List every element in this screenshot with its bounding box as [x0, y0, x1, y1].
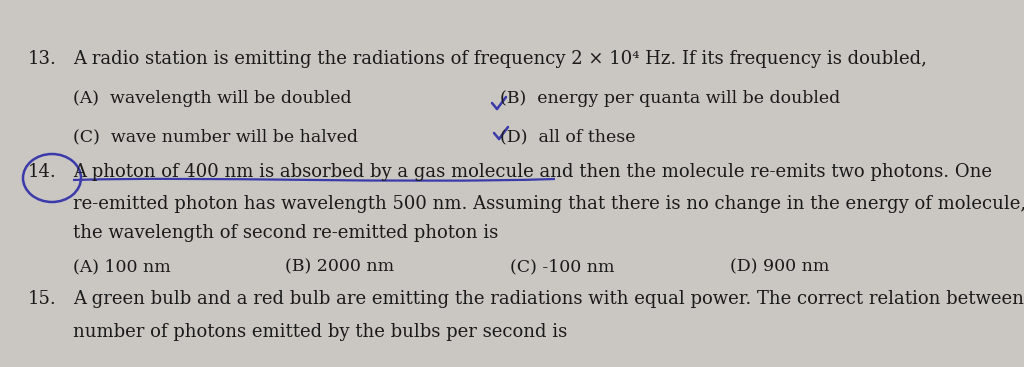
Text: 15.: 15.: [28, 290, 56, 308]
Text: A photon of 400 nm is absorbed by a gas molecule and then the molecule re-emits : A photon of 400 nm is absorbed by a gas …: [73, 163, 992, 181]
Text: (D) 900 nm: (D) 900 nm: [730, 258, 829, 275]
Text: (A)  wavelength will be doubled: (A) wavelength will be doubled: [73, 90, 351, 107]
Text: the wavelength of second re-emitted photon is: the wavelength of second re-emitted phot…: [73, 224, 499, 242]
Text: (A) 100 nm: (A) 100 nm: [73, 258, 171, 275]
Text: 14.: 14.: [28, 163, 56, 181]
Text: number of photons emitted by the bulbs per second is: number of photons emitted by the bulbs p…: [73, 323, 567, 341]
Text: re-emitted photon has wavelength 500 nm. Assuming that there is no change in the: re-emitted photon has wavelength 500 nm.…: [73, 195, 1024, 213]
Text: (C) -100 nm: (C) -100 nm: [510, 258, 614, 275]
Text: (B) 2000 nm: (B) 2000 nm: [285, 258, 394, 275]
Text: (D)  all of these: (D) all of these: [500, 128, 636, 145]
Text: 13.: 13.: [28, 50, 57, 68]
Text: (C)  wave number will be halved: (C) wave number will be halved: [73, 128, 358, 145]
Text: (B)  energy per quanta will be doubled: (B) energy per quanta will be doubled: [500, 90, 841, 107]
Text: A radio station is emitting the radiations of frequency 2 × 10⁴ Hz. If its frequ: A radio station is emitting the radiatio…: [73, 50, 927, 68]
Text: A green bulb and a red bulb are emitting the radiations with equal power. The co: A green bulb and a red bulb are emitting…: [73, 290, 1024, 308]
